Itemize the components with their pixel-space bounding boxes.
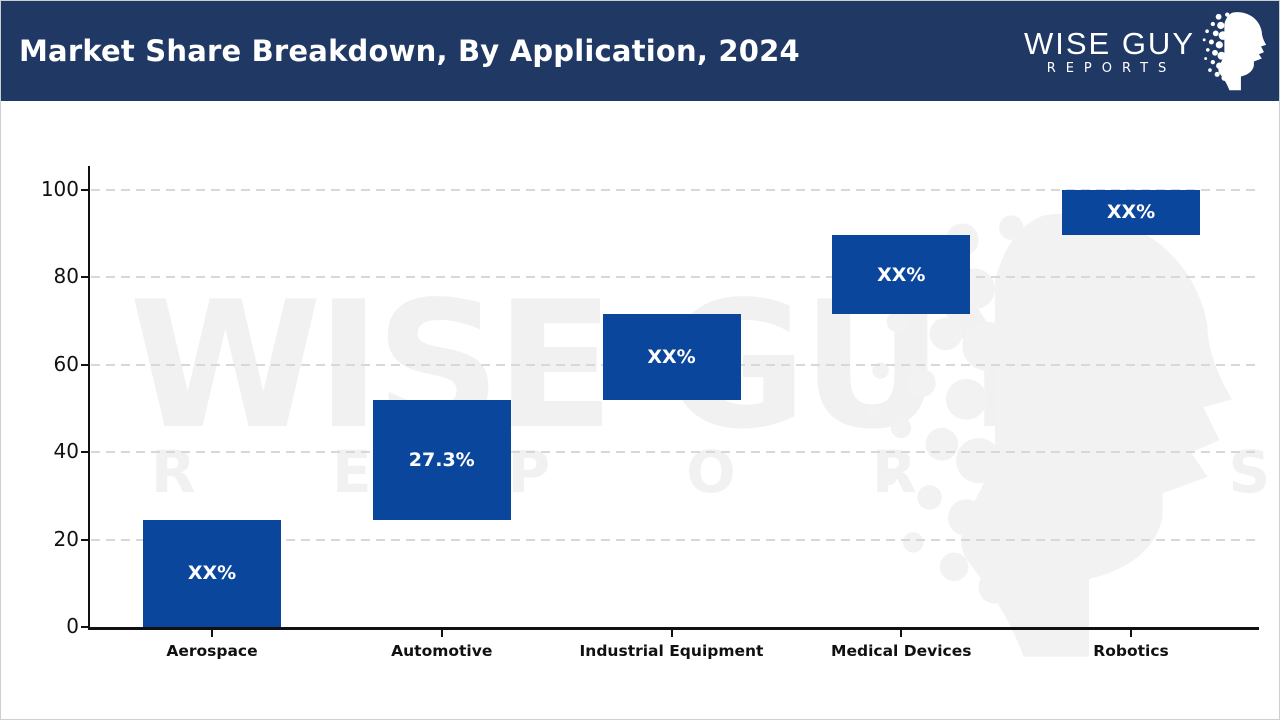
y-tick-label: 0 (66, 614, 79, 638)
bar-label: 27.3% (408, 449, 475, 472)
y-tick-label: 60 (53, 351, 79, 376)
y-tick (81, 188, 88, 191)
y-tick-label: 20 (53, 526, 79, 551)
brand-logo-subtitle: REPORTS (1046, 60, 1177, 76)
x-tick (900, 630, 903, 637)
x-axis-line (88, 627, 1259, 630)
y-tick (81, 276, 88, 278)
x-category-label: Medical Devices (831, 642, 972, 660)
y-tick-label: 40 (53, 439, 79, 463)
x-tick (440, 630, 443, 637)
report-header: Market Share Breakdown, By Application, … (1, 1, 1279, 101)
bar-label: XX% (1106, 201, 1156, 224)
brand-logo-face-icon (1202, 12, 1267, 91)
bar-label: XX% (877, 263, 926, 286)
y-tick (81, 451, 88, 453)
page-title: Market Share Breakdown, By Application, … (19, 34, 800, 68)
x-tick (1130, 630, 1132, 637)
bar-label: XX% (187, 562, 237, 585)
brand-logo-name: WISE GUY (1023, 25, 1195, 61)
bar: XX% (1062, 189, 1200, 236)
gridline (91, 188, 1257, 191)
x-tick (211, 630, 213, 637)
plot-area: 0 20 40 60 80 100 XX% Aerospace 27.3% Automotive X… (1, 101, 1279, 719)
bar: 27.3% (372, 400, 511, 520)
x-tick (670, 630, 673, 637)
x-category-label: Robotics (1093, 642, 1169, 660)
bar: XX% (143, 519, 281, 627)
y-tick-label: 80 (53, 264, 79, 288)
watermark-face-icon (866, 213, 1232, 657)
bar: XX% (832, 235, 971, 315)
bar: XX% (602, 314, 741, 401)
x-category-label: Industrial Equipment (579, 642, 764, 660)
brand-logo-text: WISE GUY REPORTS (1024, 28, 1195, 75)
y-tick (81, 538, 88, 541)
bar-label: XX% (647, 346, 696, 369)
y-axis-line (88, 166, 90, 629)
y-tick (81, 626, 88, 628)
gridline (91, 538, 1257, 541)
gridline (91, 451, 1257, 453)
x-category-label: Aerospace (166, 642, 258, 660)
x-category-label: Automotive (391, 642, 493, 660)
y-tick (81, 363, 88, 366)
gridline (91, 276, 1257, 278)
brand-logo: WISE GUY REPORTS (1019, 5, 1269, 97)
y-tick-label: 100 (40, 176, 79, 201)
